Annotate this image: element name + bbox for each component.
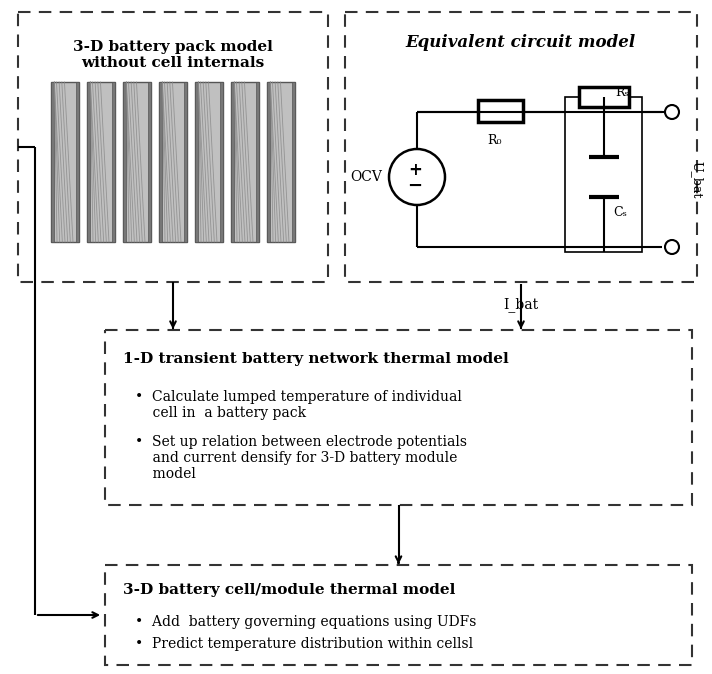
Text: −: − [407, 177, 422, 195]
Text: R₀: R₀ [488, 134, 502, 147]
FancyBboxPatch shape [478, 100, 523, 122]
Bar [112, 82, 115, 242]
Bar [159, 82, 187, 242]
Bar [267, 82, 295, 242]
Bar [219, 82, 223, 242]
Bar [195, 82, 223, 242]
Text: 1-D transient battery network thermal model: 1-D transient battery network thermal mo… [123, 352, 509, 366]
Text: +: + [408, 161, 422, 179]
Bar [256, 82, 259, 242]
Bar [51, 82, 79, 242]
Bar [231, 82, 259, 242]
Text: Cₛ: Cₛ [614, 206, 627, 218]
Text: •  Set up relation between electrode potentials
    and current densify for 3-D : • Set up relation between electrode pote… [135, 435, 467, 481]
Text: OCV: OCV [350, 170, 382, 184]
Text: •  Calculate lumped temperature of individual
    cell in  a battery pack: • Calculate lumped temperature of indivi… [135, 390, 462, 420]
Text: Equivalent circuit model: Equivalent circuit model [406, 34, 636, 51]
FancyBboxPatch shape [578, 87, 629, 107]
Bar [87, 82, 90, 242]
Circle shape [389, 149, 445, 205]
Text: Rₛ: Rₛ [615, 86, 629, 98]
Bar [292, 82, 295, 242]
Circle shape [665, 105, 679, 119]
Bar [123, 82, 126, 242]
Text: 3-D battery pack model
without cell internals: 3-D battery pack model without cell inte… [73, 40, 273, 70]
Text: U_bat: U_bat [690, 161, 703, 198]
Text: 3-D battery cell/module thermal model: 3-D battery cell/module thermal model [123, 583, 456, 597]
Text: •  Predict temperature distribution within cellsl: • Predict temperature distribution withi… [135, 637, 473, 651]
Circle shape [665, 240, 679, 254]
Bar [267, 82, 271, 242]
Bar [195, 82, 199, 242]
Bar [184, 82, 187, 242]
Bar [147, 82, 151, 242]
Bar [87, 82, 115, 242]
Bar [231, 82, 234, 242]
Bar [51, 82, 54, 242]
Text: I_bat: I_bat [503, 297, 538, 312]
Text: •  Add  battery governing equations using UDFs: • Add battery governing equations using … [135, 615, 476, 629]
Bar [75, 82, 79, 242]
Bar [159, 82, 162, 242]
Bar [123, 82, 151, 242]
